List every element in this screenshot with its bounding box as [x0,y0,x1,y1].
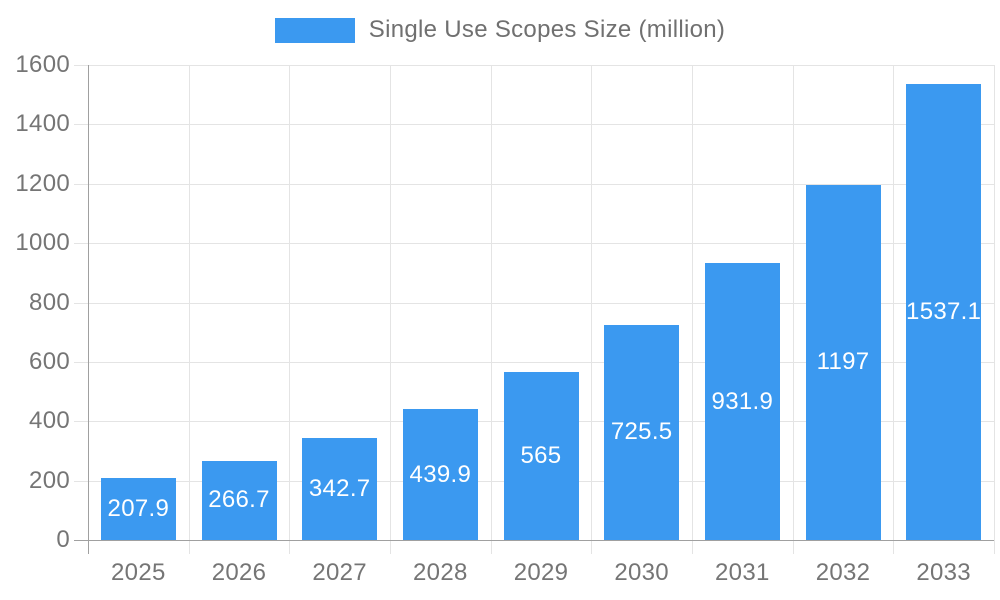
x-axis-tick [893,540,895,554]
bar-value-label: 266.7 [208,486,270,514]
bar-2028[interactable] [402,409,478,540]
y-tick-label: 400 [29,407,70,435]
y-gridline [88,124,994,126]
y-axis-tick [74,65,88,66]
bar-2033[interactable] [906,83,982,540]
x-tick-label: 2029 [513,559,569,586]
bar-2032[interactable] [805,184,881,540]
x-axis-tick [490,540,492,554]
x-axis-tick [994,540,995,554]
bar-value-label: 725.5 [610,418,673,446]
bar-2030[interactable] [604,324,680,540]
y-gridline [88,243,994,245]
bar-2027[interactable] [302,438,378,540]
x-gridline [490,65,492,540]
bar-value-label: 1197 [816,348,870,376]
x-gridline [188,65,190,540]
x-tick-label: 2026 [211,559,267,586]
x-axis-tick [591,540,593,554]
legend-swatch-icon [274,17,355,43]
bar-value-label: 207.9 [107,495,170,523]
bar-2031[interactable] [704,263,780,540]
y-gridline [88,183,994,185]
legend-label: Single Use Scopes Size (million) [368,16,726,43]
y-axis-tick [74,361,88,363]
bar-value-label: 342.7 [308,475,371,503]
y-gridline [88,65,994,66]
y-tick-label: 1400 [15,110,70,138]
bar-2026[interactable] [201,460,277,540]
bar-value-label: 931.9 [711,387,774,415]
y-tick-label: 600 [29,347,70,375]
bar-value-label: 565 [520,442,562,470]
plot-area: 0 200 400 600 800 1000 1200 1400 1600 207.9 2025 26… [15,51,995,586]
y-tick-label: 1200 [15,169,70,197]
x-axis-tick [390,540,391,554]
y-axis-tick [74,421,88,423]
x-tick-label: 2027 [312,559,367,586]
y-tick-label: 200 [29,466,70,494]
bar-value-label: 1537.1 [906,297,982,325]
y-axis-tick [74,183,88,185]
x-gridline [390,65,391,540]
y-tick-label: 1000 [15,229,70,257]
y-gridline [88,361,994,363]
x-axis-tick [289,540,291,554]
x-axis-tick [692,540,693,554]
x-gridline [289,65,291,540]
y-axis-tick [74,302,88,304]
x-tick-label: 2028 [413,559,468,586]
x-axis-tick [188,540,190,554]
x-axis-line [74,540,994,541]
y-tick-label: 800 [29,288,70,316]
x-axis-tick [792,540,794,554]
x-gridline [893,65,895,540]
y-axis-tick [74,480,88,482]
y-axis-tick [74,243,88,245]
bar-value-label: 439.9 [409,460,472,488]
x-tick-label: 2032 [815,559,871,586]
y-gridline [88,302,994,304]
x-tick-label: 2030 [614,559,669,586]
y-tick-label: 0 [56,526,70,553]
x-tick-label: 2025 [111,559,166,586]
y-axis-tick [74,124,88,126]
x-gridline [792,65,794,540]
bar-2029[interactable] [503,372,579,540]
legend[interactable]: Single Use Scopes Size (million) [0,14,1000,46]
x-tick-label: 2031 [715,559,770,586]
bar-2025[interactable] [100,478,176,540]
x-tick-label: 2033 [916,559,971,586]
x-gridline [994,65,995,540]
y-axis-line [88,65,89,554]
y-tick-label: 1600 [15,51,70,78]
x-gridline [591,65,593,540]
x-gridline [692,65,693,540]
